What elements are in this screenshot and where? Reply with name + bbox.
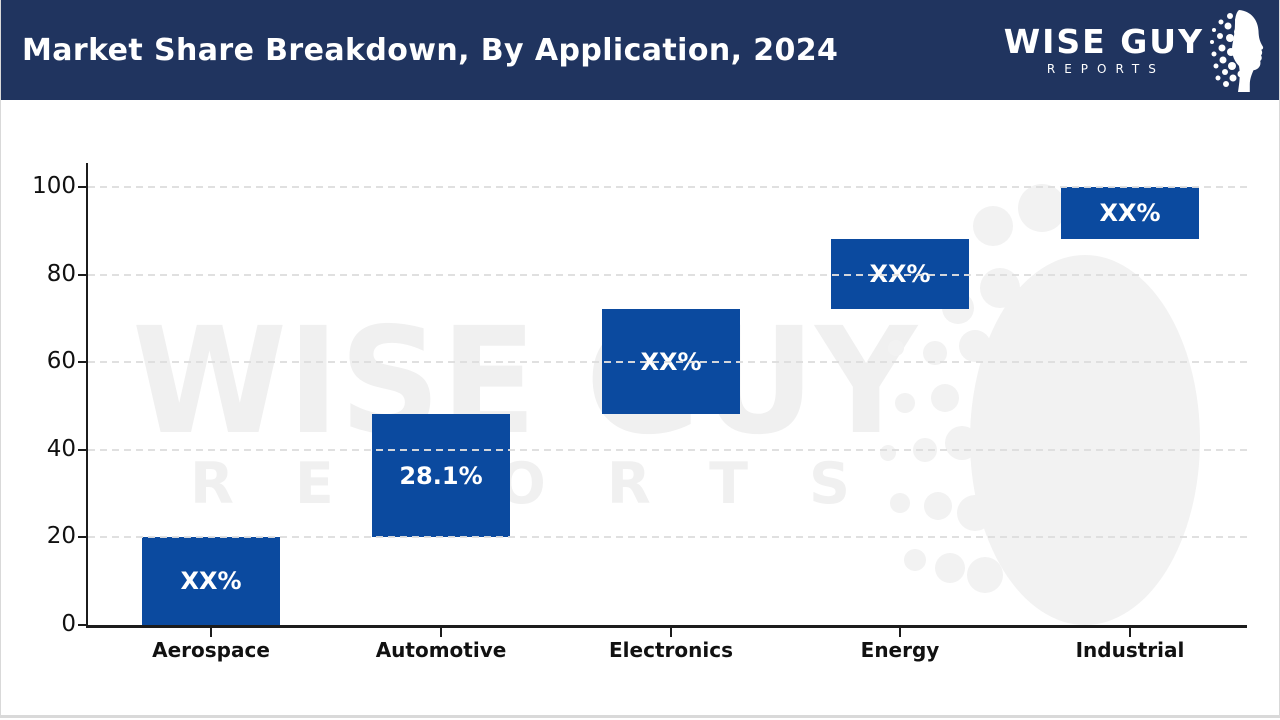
y-axis-tick [78,361,86,364]
y-axis-tick [78,448,86,451]
x-axis-tick [210,628,212,637]
gridline [88,361,1247,364]
y-axis-tick-label: 100 [32,173,76,199]
x-axis-tick [670,628,672,637]
x-axis-category-label: Automotive [375,638,507,662]
chart-title: Market Share Breakdown, By Application, … [22,32,839,68]
y-axis-tick-label: 20 [46,523,76,550]
x-axis-tick [1129,628,1131,637]
y-axis-tick-label: 80 [46,260,76,287]
brand-head-icon [1210,10,1264,92]
brand-subtitle: REPORTS [1046,61,1165,76]
bar: XX% [1061,186,1199,240]
gridline [88,448,1247,451]
y-axis-spine [86,163,88,627]
watermark-subtitle-text: REPORTS [190,451,850,517]
x-axis-category-label: Electronics [609,638,733,662]
y-axis-tick-label: 0 [61,611,76,637]
y-axis-tick [78,536,86,539]
x-axis-category-label: Industrial [1075,638,1185,662]
bar-value-label: 28.1% [399,461,483,490]
x-axis-category-label: Energy [860,638,940,662]
header-banner: Market Share Breakdown, By Application, … [0,0,1280,100]
x-axis-spine [86,625,1247,628]
gridline [88,536,1247,539]
bar: XX% [142,537,280,625]
bar-value-label: XX% [1099,198,1161,227]
brand-logo-text: WISE GUY REPORTS [1004,25,1204,76]
watermark-brand-text: WISE GUY [132,296,918,467]
bar: 28.1% [372,414,510,538]
bar-value-label: XX% [180,567,242,596]
y-axis-tick [78,186,86,188]
y-axis-tick [78,273,86,276]
x-axis-tick [899,628,901,637]
x-axis-tick [440,628,442,637]
x-axis-category-label: Aerospace [152,638,270,662]
y-axis-tick-label: 40 [46,435,76,462]
brand-logo: WISE GUY REPORTS [1004,8,1264,92]
gridline [88,186,1247,188]
gridline [88,273,1247,276]
brand-name: WISE GUY [1003,21,1204,61]
y-axis-tick [78,624,86,626]
y-axis-tick-label: 60 [46,348,76,375]
